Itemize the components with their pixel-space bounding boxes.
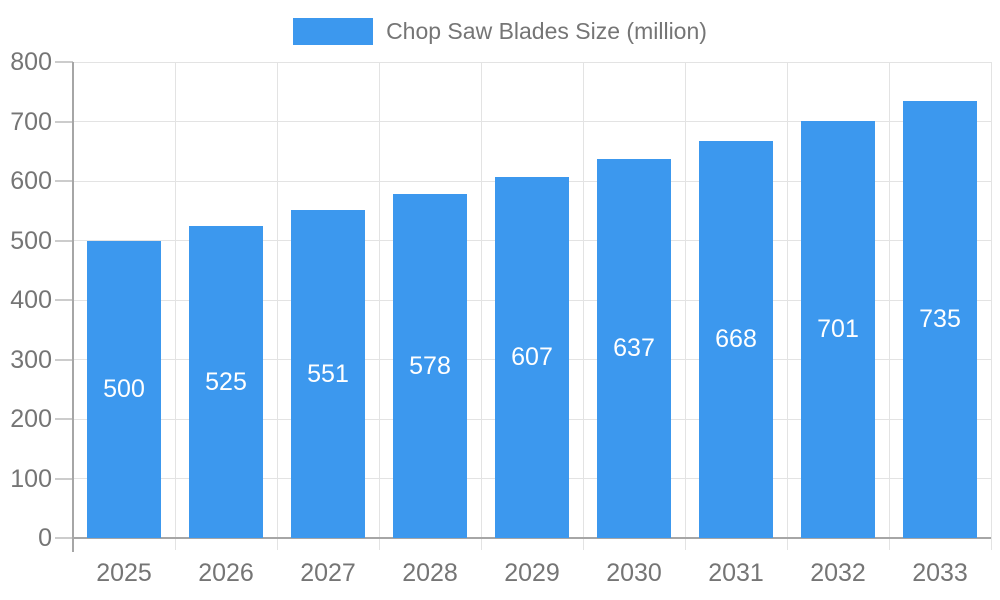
y-axis-tick — [55, 358, 73, 361]
v-gridline — [378, 62, 380, 550]
x-axis-label: 2032 — [810, 559, 866, 587]
bar-value-label: 637 — [613, 334, 655, 363]
v-gridline — [888, 62, 890, 550]
y-axis-line — [72, 62, 74, 552]
legend-swatch — [293, 17, 374, 45]
y-axis-tick — [55, 120, 73, 123]
x-axis-label: 2033 — [912, 559, 968, 587]
v-gridline — [174, 62, 176, 550]
y-axis-tick — [55, 299, 73, 301]
y-axis-tick-label: 400 — [10, 286, 52, 314]
x-axis-label: 2027 — [300, 559, 356, 587]
bar-value-label: 578 — [409, 352, 451, 381]
y-axis-tick — [55, 239, 73, 242]
x-axis-label: 2031 — [708, 559, 764, 587]
bar-value-label: 668 — [715, 325, 757, 354]
v-gridline — [684, 62, 686, 550]
y-axis-tick-label: 800 — [10, 48, 52, 76]
bar-2025[interactable] — [87, 240, 161, 538]
legend-label: Chop Saw Blades Size (million) — [386, 17, 707, 44]
bar-2026[interactable] — [189, 225, 263, 538]
y-axis-tick-label: 500 — [10, 226, 52, 255]
v-gridline — [786, 62, 788, 550]
y-axis-tick — [55, 477, 73, 480]
y-axis-tick — [55, 61, 73, 63]
bar-value-label: 525 — [205, 367, 247, 396]
v-gridline — [990, 62, 992, 550]
h-gridline — [73, 61, 991, 63]
y-axis-tick — [55, 418, 73, 420]
bar-value-label: 701 — [817, 315, 859, 344]
y-axis-tick — [55, 180, 73, 182]
v-gridline — [582, 62, 584, 550]
x-axis-line — [72, 537, 991, 539]
x-axis-label: 2025 — [96, 559, 152, 587]
bar-2029[interactable] — [495, 176, 569, 538]
v-gridline — [276, 62, 278, 550]
y-axis-tick-label: 100 — [10, 464, 52, 493]
x-axis-label: 2030 — [606, 559, 662, 587]
y-axis-tick-label: 0 — [38, 524, 52, 552]
x-axis-label: 2028 — [402, 559, 458, 587]
bar-2033[interactable] — [903, 100, 977, 538]
bar-2030[interactable] — [597, 158, 671, 538]
bar-value-label: 551 — [307, 360, 349, 389]
y-axis-tick-label: 200 — [10, 405, 52, 433]
y-axis-tick-label: 700 — [10, 107, 52, 136]
x-axis-label: 2026 — [198, 559, 254, 587]
bar-value-label: 735 — [919, 305, 961, 334]
bar-value-label: 607 — [511, 343, 553, 372]
bar-2031[interactable] — [699, 140, 773, 538]
y-axis-tick-label: 600 — [10, 167, 52, 195]
bar-2032[interactable] — [801, 120, 875, 538]
bar-value-label: 500 — [103, 375, 145, 404]
v-gridline — [480, 62, 482, 550]
legend[interactable]: Chop Saw Blades Size (million) — [0, 16, 1000, 46]
bar-2028[interactable] — [393, 194, 467, 538]
x-axis-label: 2029 — [504, 559, 560, 587]
h-gridline — [73, 121, 991, 122]
bar-2027[interactable] — [291, 210, 365, 538]
y-axis-tick — [55, 537, 73, 539]
y-axis-tick-label: 300 — [10, 345, 52, 374]
